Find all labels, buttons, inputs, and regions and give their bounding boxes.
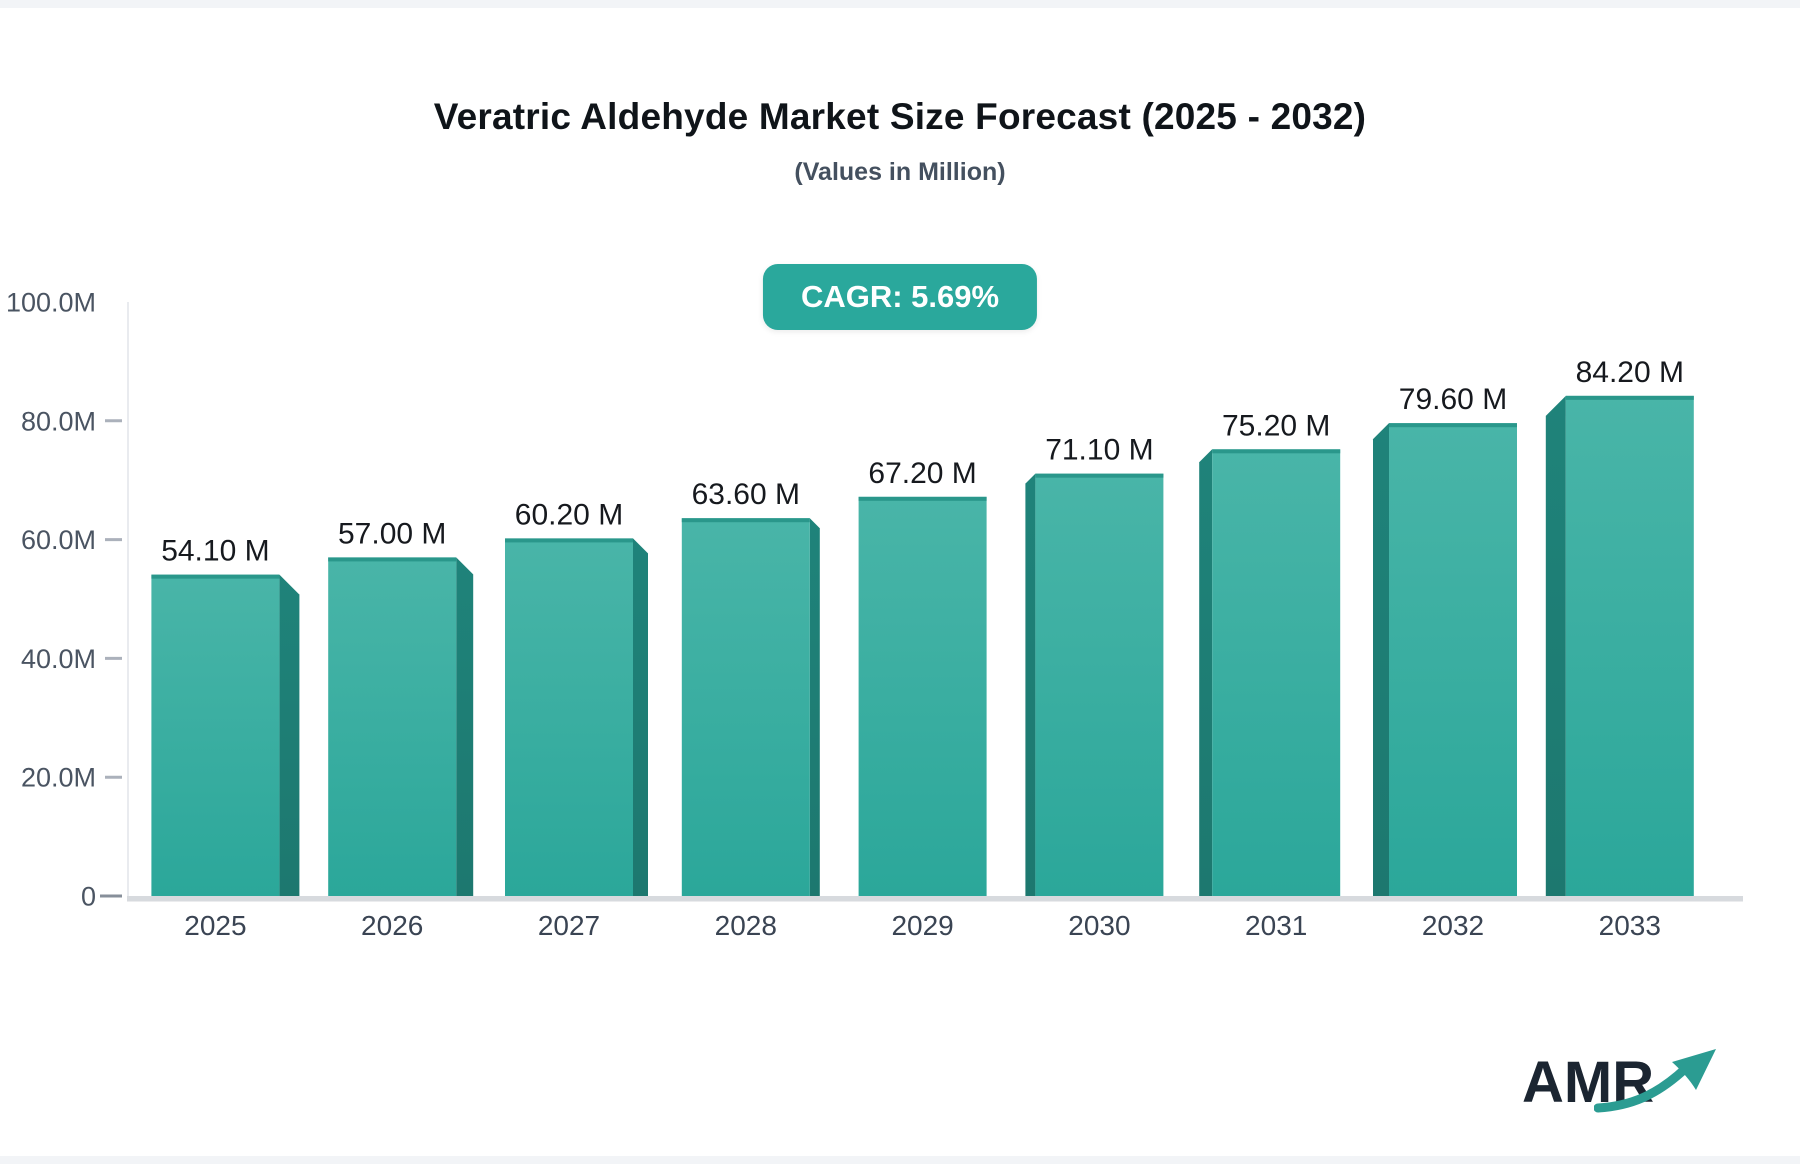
x-axis-label-2030: 2030	[1068, 910, 1130, 941]
bar-value-label-2031: 75.20 M	[1222, 409, 1330, 442]
bar-value-label-2030: 71.10 M	[1045, 434, 1153, 467]
bar-side-2032	[1373, 423, 1389, 896]
bar-value-label-2032: 79.60 M	[1399, 383, 1507, 416]
x-axis-label-2033: 2033	[1599, 910, 1661, 941]
bar-top-edge-2028	[681, 518, 810, 523]
y-tick-label-60: 60.0M	[21, 525, 96, 555]
y-tick-label-40: 40.0M	[21, 644, 96, 674]
bar-value-label-2027: 60.20 M	[515, 498, 623, 531]
bar-side-2026	[456, 557, 474, 896]
bar-top-edge-2026	[328, 557, 457, 562]
x-axis-label-2028: 2028	[715, 910, 777, 941]
bar-2027	[505, 538, 633, 896]
amr-logo: AMR	[1522, 1042, 1722, 1113]
x-axis-label-2025: 2025	[184, 910, 246, 941]
bar-value-label-2033: 84.20 M	[1576, 356, 1684, 389]
bar-top-edge-2031	[1212, 449, 1341, 454]
y-tick-label-100: 100.0M	[6, 288, 96, 318]
cagr-badge: CAGR: 5.69%	[762, 264, 1038, 330]
bar-side-2027	[633, 538, 648, 896]
bar-side-2030	[1025, 473, 1036, 896]
y-tick-label-80: 80.0M	[21, 406, 96, 436]
bar-2033	[1565, 395, 1694, 896]
bar-2026	[328, 557, 457, 896]
bar-top-edge-2027	[505, 538, 633, 543]
bar-top-edge-2033	[1565, 395, 1694, 400]
bar-top-edge-2025	[151, 574, 280, 579]
bar-top-edge-2029	[858, 496, 987, 501]
bar-top-edge-2030	[1035, 473, 1164, 478]
bar-side-2031	[1199, 449, 1213, 896]
x-axis-label-2029: 2029	[891, 910, 953, 941]
bar-value-label-2025: 54.10 M	[161, 535, 269, 568]
x-axis-label-2032: 2032	[1422, 910, 1484, 941]
bar-value-label-2026: 57.00 M	[338, 517, 446, 550]
bar-value-label-2029: 67.20 M	[868, 457, 976, 490]
page-title: Veratric Aldehyde Market Size Forecast (…	[433, 96, 1367, 137]
bar-2030	[1035, 473, 1164, 896]
bar-2025	[151, 574, 280, 896]
x-axis-label-2027: 2027	[538, 910, 600, 941]
bar-2028	[681, 518, 810, 896]
x-axis-line	[127, 896, 1743, 902]
bar-2031	[1212, 449, 1341, 896]
y-tick-label-0: 0	[81, 882, 96, 912]
bar-value-label-2028: 63.60 M	[692, 478, 800, 511]
bar-top-edge-2032	[1389, 423, 1517, 428]
bar-chart-canvas: 0 20.0M 40.0M 60.0M 80.0M 100.0M 54.10 M 2025 57…	[6, 288, 1743, 941]
bar-side-2025	[279, 574, 300, 896]
y-tick-label-20: 20.0M	[21, 763, 96, 793]
bar-side-2033	[1545, 395, 1566, 896]
chart-card: Veratric Aldehyde Market Size Forecast (…	[0, 8, 1800, 1156]
trend-up-arrow-icon	[1594, 1049, 1716, 1113]
bar-2032	[1389, 423, 1517, 896]
bar-2029	[858, 496, 987, 896]
page-subtitle: (Values in Million)	[794, 158, 1006, 186]
x-axis-label-2026: 2026	[361, 910, 423, 941]
bar-side-2028	[809, 518, 820, 896]
x-axis-label-2031: 2031	[1245, 910, 1307, 941]
